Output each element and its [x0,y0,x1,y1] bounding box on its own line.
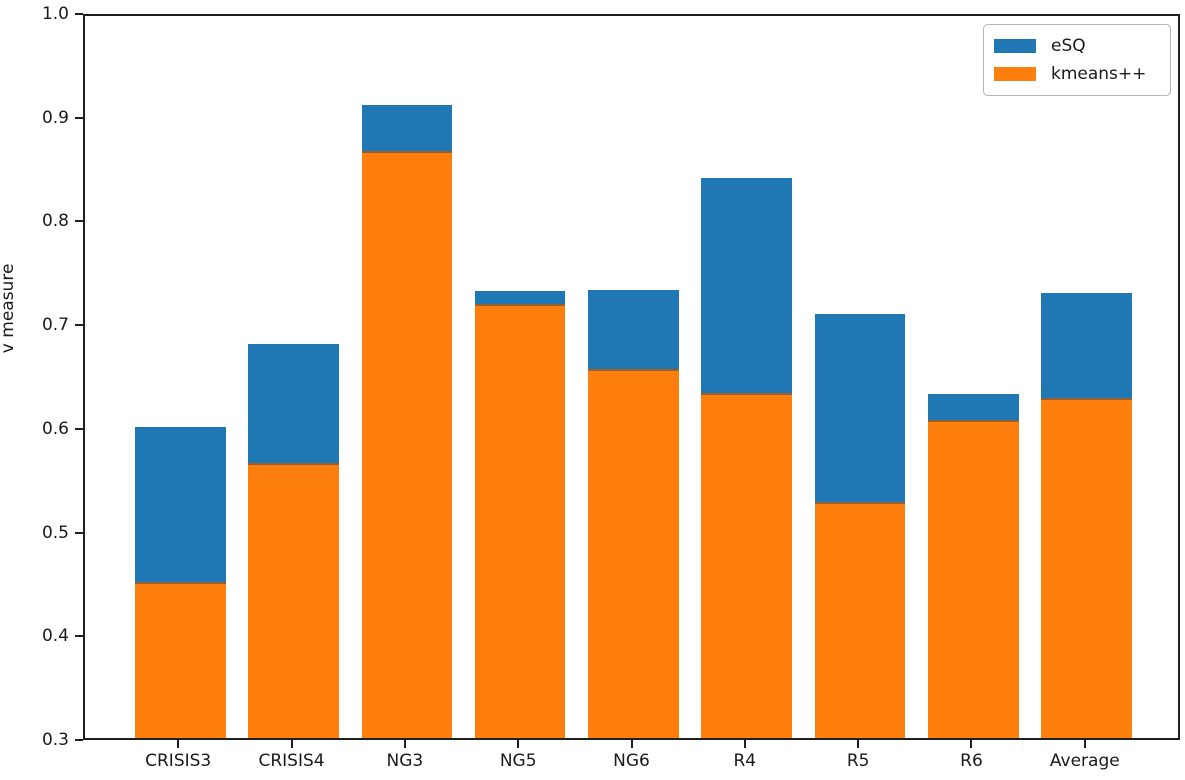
kmeans-bar-r6 [928,419,1019,738]
y-tick-mark-0.6 [75,427,83,430]
y-tick-label-0.9: 0.9 [41,107,69,128]
kmeans-bar-average [1041,397,1133,738]
y-tick-label-0.8: 0.8 [41,211,69,232]
x-tick-mark-CRISIS4 [290,740,293,748]
x-tick-label-R4: R4 [733,751,757,771]
y-axis-title: v measure [0,263,18,354]
x-tick-mark-CRISIS3 [177,740,180,748]
y-tick-label-0.4: 0.4 [41,626,69,647]
x-tick-label-NG3: NG3 [386,751,424,771]
kmeans-bar-r5 [814,501,906,738]
x-tick-mark-NG3 [403,740,406,748]
kmeans-bar-ng5 [474,304,566,738]
y-tick-label-0.6: 0.6 [41,418,69,439]
y-tick-mark-0.8 [75,220,83,223]
plot-area [83,14,1180,740]
x-tick-mark-R4 [743,740,746,748]
y-tick-mark-0.4 [75,635,83,638]
x-tick-label-NG6: NG6 [613,751,650,771]
esq-legend-label: eSQ [1051,36,1086,56]
x-tick-mark-R6 [970,740,973,748]
y-tick-label-0.3: 0.3 [41,730,69,750]
x-tick-label-NG5: NG5 [499,751,537,771]
esq-legend-swatch [994,39,1036,53]
kmeans-legend-label: kmeans++ [1051,64,1147,84]
y-tick-mark-0.9 [75,116,83,119]
legend-row-kmeans: kmeans++ [994,60,1160,88]
kmeans-bar-ng6 [588,368,679,738]
kmeans-bar-ng3 [361,150,453,738]
kmeans-legend-swatch [994,67,1036,81]
y-tick-label-0.5: 0.5 [41,522,69,543]
x-tick-label-CRISIS4: CRISIS4 [258,751,325,771]
x-tick-mark-NG6 [630,740,633,748]
x-tick-mark-NG5 [517,740,520,748]
y-tick-mark-0.5 [75,531,83,534]
y-tick-mark-0.7 [75,324,83,327]
y-tick-label-0.7: 0.7 [41,315,69,336]
kmeans-bar-r4 [701,392,793,738]
y-tick-label-1.0: 1.0 [41,4,69,24]
kmeans-bar-crisis4 [248,463,339,738]
x-tick-label-CRISIS3: CRISIS3 [145,751,212,771]
x-tick-mark-Average [1083,740,1086,748]
y-tick-mark-0.3 [75,739,83,741]
y-tick-mark-1.0 [75,13,83,15]
x-tick-label-R5: R5 [846,751,870,771]
legend: eSQ kmeans++ [983,24,1171,96]
legend-row-esq: eSQ [994,32,1160,60]
x-tick-mark-R5 [857,740,860,748]
x-tick-label-R6: R6 [960,751,983,771]
kmeans-bar-crisis3 [134,582,226,738]
x-tick-label-Average: Average [1049,751,1120,771]
